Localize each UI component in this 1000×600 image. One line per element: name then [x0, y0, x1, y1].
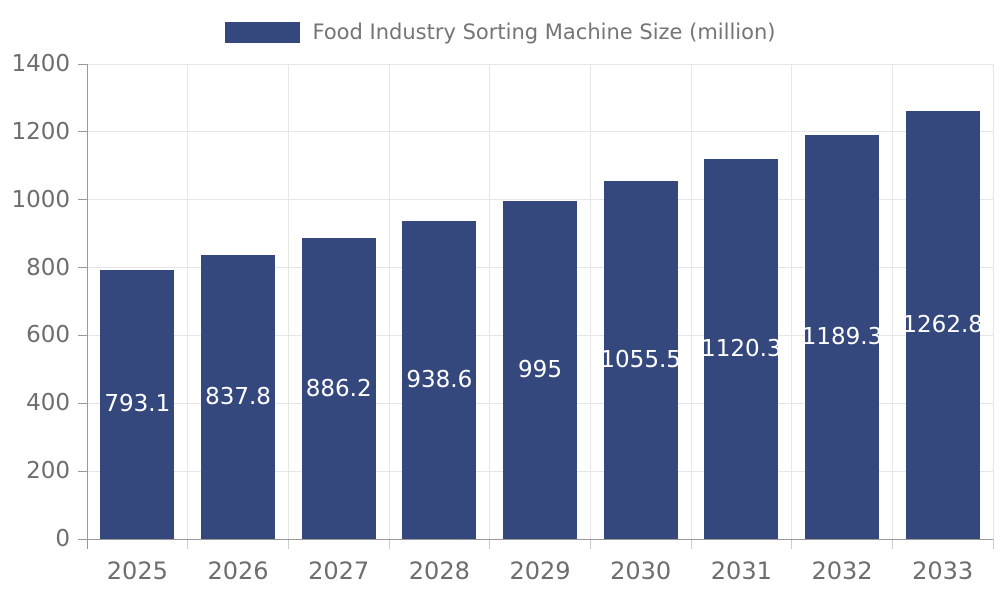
legend-label: Food Industry Sorting Machine Size (mill…	[312, 20, 776, 44]
x-axis-tick	[287, 539, 289, 549]
x-axis-line	[87, 538, 993, 540]
bar-2026[interactable]	[201, 254, 275, 539]
x-axis-label: 2030	[610, 557, 672, 585]
x-axis-label: 2031	[710, 557, 772, 585]
bar-value-label: 995	[518, 357, 562, 384]
legend[interactable]: Food Industry Sorting Machine Size (mill…	[0, 18, 1000, 46]
x-gridline	[791, 64, 793, 539]
bar-2033[interactable]	[905, 110, 980, 539]
y-axis-label: 400	[26, 390, 70, 417]
x-axis-label: 2025	[106, 557, 168, 585]
y-axis-tick	[78, 402, 87, 404]
x-axis-label: 2028	[408, 557, 470, 585]
bar-value-label: 1055.5	[600, 346, 681, 373]
y-axis-tick	[78, 131, 87, 133]
x-gridline	[187, 64, 189, 539]
bar-value-label: 1189.3	[801, 324, 883, 351]
x-axis-tick	[187, 539, 189, 549]
x-gridline	[992, 64, 994, 539]
x-gridline	[388, 64, 390, 539]
x-gridline	[891, 64, 893, 539]
x-axis-tick	[489, 539, 491, 549]
x-gridline	[287, 64, 289, 539]
x-axis-label: 2029	[509, 557, 571, 585]
y-axis-label: 1200	[11, 118, 70, 145]
y-gridline	[87, 199, 993, 201]
bar-2025[interactable]	[100, 269, 175, 539]
bar-value-label: 1120.3	[701, 335, 782, 362]
x-gridline	[489, 64, 491, 539]
bar-value-label: 793.1	[104, 391, 171, 418]
y-axis-label: 0	[55, 526, 70, 552]
y-axis-tick	[78, 267, 87, 269]
bar-value-label: 886.2	[305, 375, 372, 402]
bar-2031[interactable]	[704, 158, 779, 539]
y-axis-label: 600	[26, 322, 70, 349]
y-axis-tick	[78, 470, 87, 472]
x-axis-tick	[791, 539, 793, 549]
x-axis-label: 2026	[207, 557, 269, 585]
y-axis-tick	[78, 63, 87, 65]
y-axis-label: 1400	[11, 51, 70, 77]
y-axis-label: 200	[26, 458, 70, 485]
x-axis-tick	[86, 539, 88, 549]
bar-value-label: 938.6	[406, 366, 473, 393]
y-axis-label: 1000	[11, 186, 70, 213]
x-axis-label: 2032	[811, 557, 873, 585]
x-axis-label: 2027	[308, 557, 370, 585]
y-gridline	[87, 131, 993, 133]
x-axis-tick	[690, 539, 692, 549]
bar-2028[interactable]	[402, 220, 477, 539]
bar-2027[interactable]	[301, 238, 376, 539]
y-axis-tick	[78, 334, 87, 336]
bar-2032[interactable]	[805, 135, 879, 539]
x-axis-tick	[589, 539, 591, 549]
x-axis-label: 2033	[912, 557, 974, 585]
y-axis-tick	[78, 199, 87, 201]
y-axis-label: 800	[26, 254, 70, 281]
y-gridline	[87, 63, 993, 65]
bar-value-label: 1262.8	[902, 311, 983, 338]
bar-2030[interactable]	[603, 180, 678, 539]
x-axis-tick	[992, 539, 994, 549]
legend-swatch-icon	[224, 21, 300, 43]
x-axis-tick	[388, 539, 390, 549]
bar-2029[interactable]	[503, 201, 577, 539]
y-axis-line	[86, 64, 88, 539]
x-axis-tick	[891, 539, 893, 549]
x-gridline	[589, 64, 591, 539]
x-gridline	[690, 64, 692, 539]
y-axis-tick	[78, 538, 87, 540]
bar-value-label: 837.8	[205, 383, 271, 410]
